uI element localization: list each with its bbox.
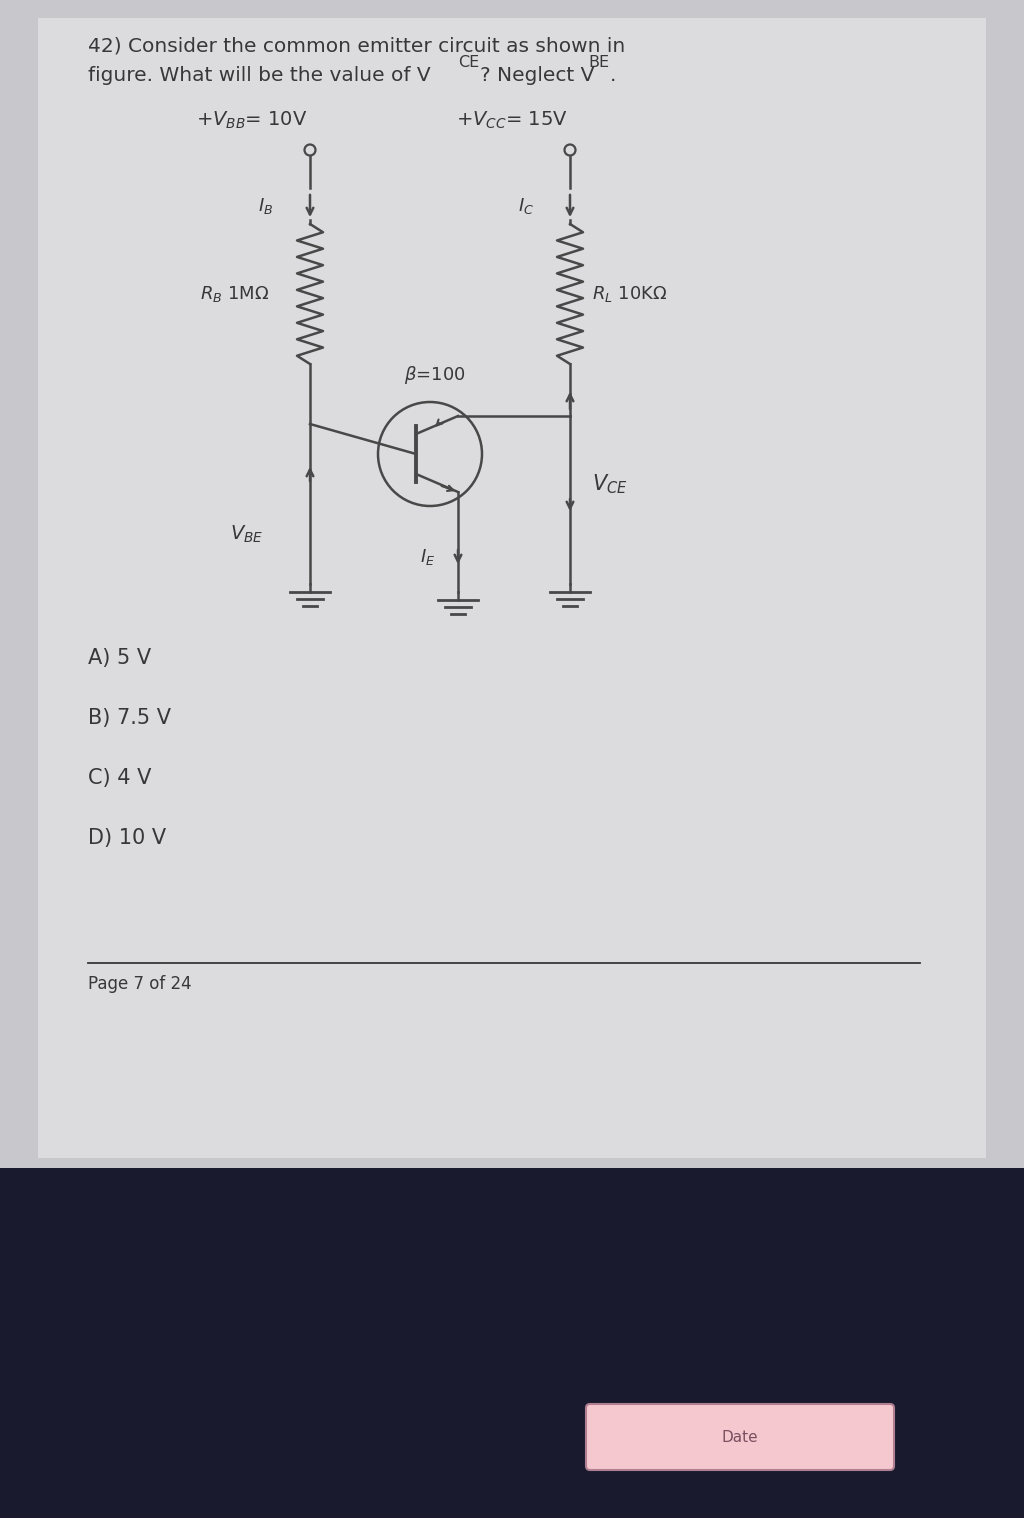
Text: $+V_{CC}$= 15V: $+V_{CC}$= 15V bbox=[456, 109, 568, 131]
Text: A) 5 V: A) 5 V bbox=[88, 648, 152, 668]
Text: $I_B$: $I_B$ bbox=[258, 196, 273, 216]
Text: BE: BE bbox=[588, 55, 609, 70]
Text: $R_B$ 1M$\Omega$: $R_B$ 1M$\Omega$ bbox=[200, 284, 269, 304]
Text: CE: CE bbox=[458, 55, 479, 70]
Text: C) 4 V: C) 4 V bbox=[88, 768, 152, 788]
Text: $+V_{BB}$= 10V: $+V_{BB}$= 10V bbox=[196, 109, 307, 131]
Text: D) 10 V: D) 10 V bbox=[88, 827, 166, 849]
Text: Page 7 of 24: Page 7 of 24 bbox=[88, 975, 191, 993]
FancyBboxPatch shape bbox=[586, 1404, 894, 1469]
Text: Date: Date bbox=[722, 1430, 759, 1445]
Text: $I_E$: $I_E$ bbox=[420, 546, 435, 568]
Text: ? Neglect V: ? Neglect V bbox=[480, 65, 594, 85]
Text: $V_{CE}$: $V_{CE}$ bbox=[592, 472, 628, 496]
Bar bbox=[0, 1167, 1024, 1518]
Text: B) 7.5 V: B) 7.5 V bbox=[88, 707, 171, 729]
Text: $R_L$ 10K$\Omega$: $R_L$ 10K$\Omega$ bbox=[592, 284, 668, 304]
Text: $V_{BE}$: $V_{BE}$ bbox=[230, 524, 263, 545]
Text: $I_C$: $I_C$ bbox=[518, 196, 535, 216]
Text: $\beta$=100: $\beta$=100 bbox=[404, 364, 466, 386]
Bar bbox=[0, 0, 1024, 1167]
Text: .: . bbox=[610, 65, 616, 85]
Text: figure. What will be the value of V: figure. What will be the value of V bbox=[88, 65, 431, 85]
Text: 42) Consider the common emitter circuit as shown in: 42) Consider the common emitter circuit … bbox=[88, 36, 626, 55]
Bar bbox=[38, 18, 986, 1158]
